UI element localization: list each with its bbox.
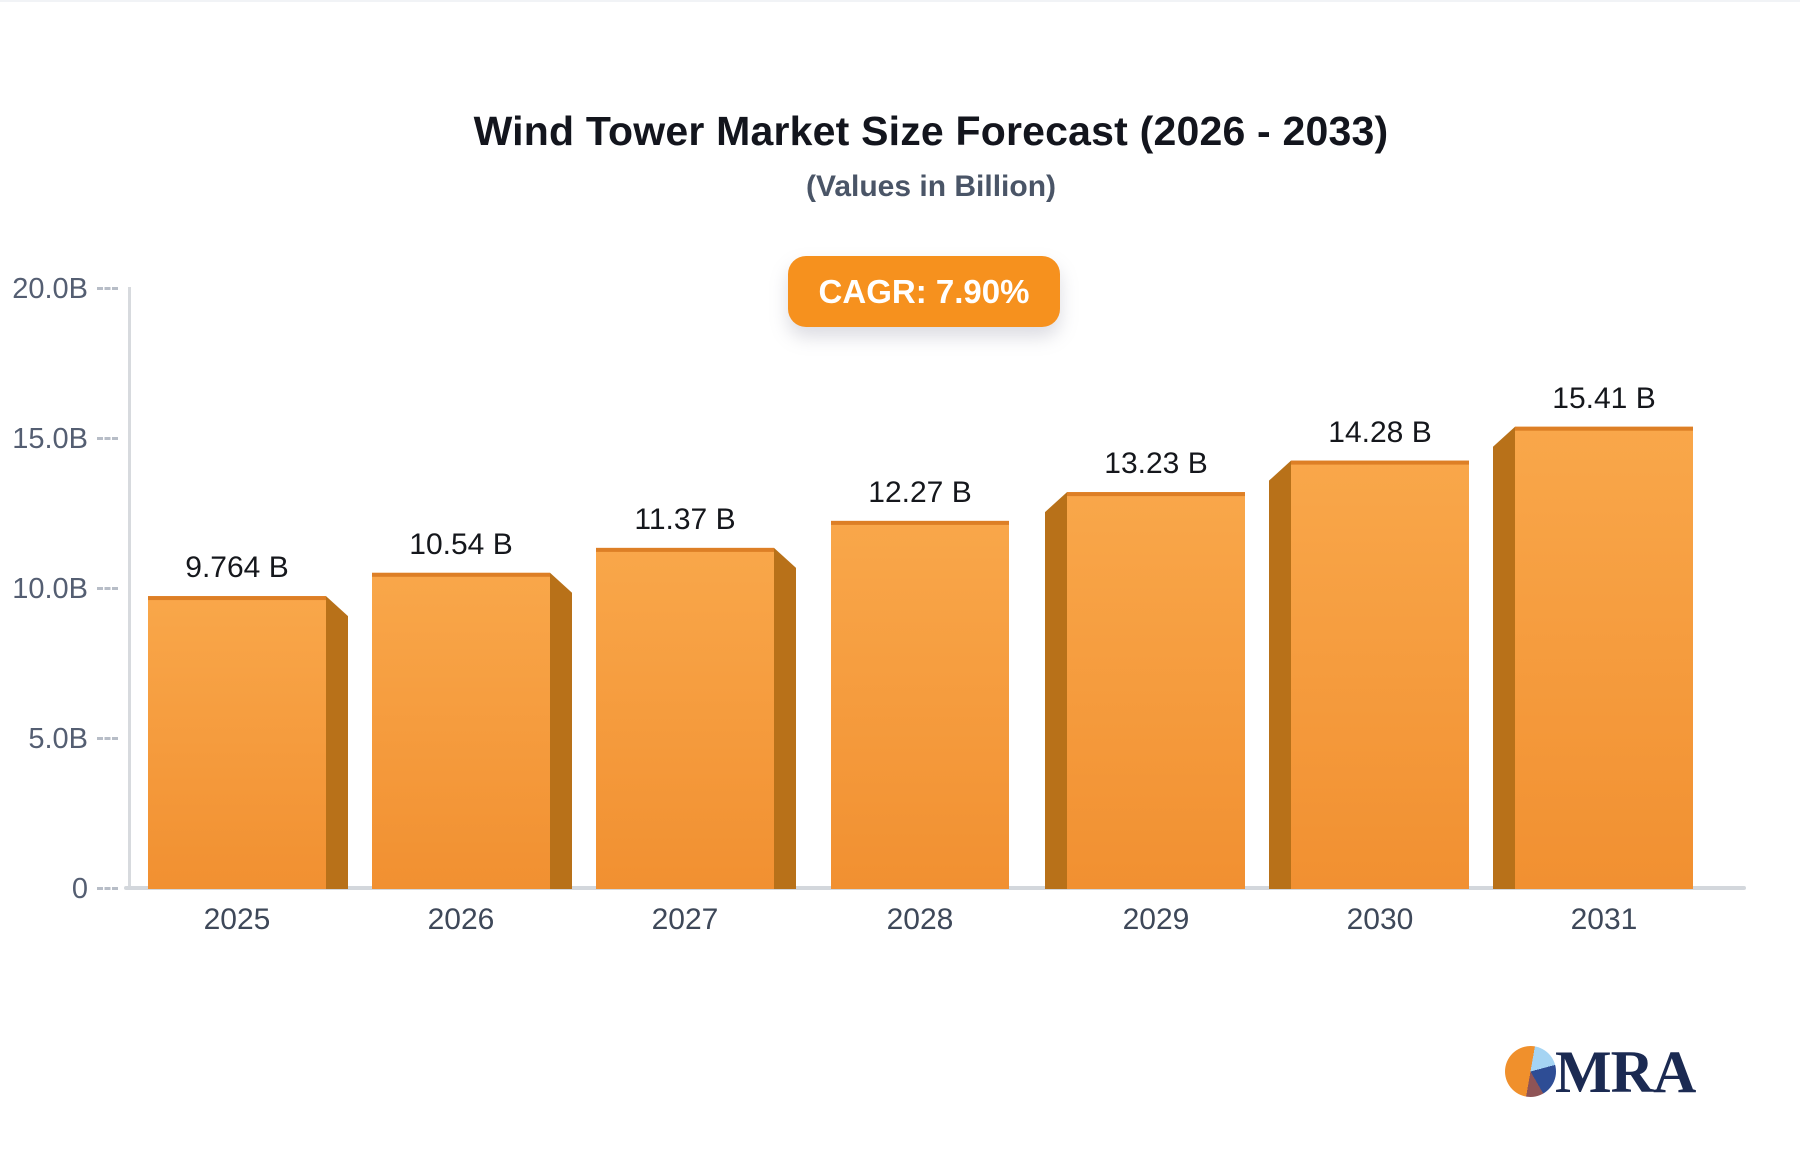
bar-side-face[interactable]	[1493, 426, 1515, 889]
bar-top-rim	[596, 547, 774, 552]
bar-value-label: 9.764 B	[185, 551, 289, 585]
bar-value-label: 14.28 B	[1328, 415, 1432, 449]
y-axis-tick-label: 20.0B	[12, 273, 88, 305]
bar-2029[interactable]	[1045, 492, 1245, 889]
bar-side-face[interactable]	[326, 596, 348, 889]
bar-side-face[interactable]	[1269, 460, 1291, 889]
y-axis-line	[128, 287, 131, 889]
y-axis-tick-mark	[97, 437, 118, 440]
y-axis-tick-mark	[97, 587, 118, 590]
x-axis-label: 2025	[203, 903, 271, 936]
mra-logo: MRA	[1505, 1032, 1765, 1112]
bar-value-label: 13.23 B	[1104, 447, 1208, 481]
y-axis-tick-label: 0	[71, 873, 88, 905]
y-axis-tick-mark	[97, 287, 118, 290]
bar-2027[interactable]	[596, 547, 796, 889]
y-axis-tick-label: 5.0B	[28, 723, 88, 755]
y-axis-tick-label: 10.0B	[12, 573, 88, 605]
y-axis-tick-mark	[97, 737, 118, 740]
bar-front-face[interactable]	[1515, 426, 1693, 889]
x-axis-label: 2031	[1570, 903, 1638, 936]
bar-top-rim	[1291, 460, 1469, 465]
bar-value-label: 15.41 B	[1552, 381, 1656, 415]
x-axis-label: 2029	[1122, 903, 1190, 936]
chart-subtitle: (Values in Billion)	[805, 170, 1057, 203]
x-axis-label: 2028	[886, 903, 954, 936]
bar-front-face[interactable]	[148, 596, 326, 889]
bar-front-face[interactable]	[1291, 460, 1469, 889]
bar-front-face[interactable]	[831, 520, 1009, 889]
cagr-badge-label: CAGR: 7.90%	[818, 272, 1030, 310]
bar-side-face[interactable]	[774, 547, 796, 889]
bar-front-face[interactable]	[372, 572, 550, 889]
bar-2028[interactable]	[831, 520, 1009, 889]
x-axis-label: 2030	[1346, 903, 1414, 936]
bar-value-label: 11.37 B	[634, 502, 736, 536]
mra-logo-text: MRA	[1555, 1039, 1696, 1105]
bar-value-label: 10.54 B	[409, 527, 513, 561]
bar-2026[interactable]	[372, 572, 572, 889]
bar-2025[interactable]	[148, 596, 348, 889]
bar-2030[interactable]	[1269, 460, 1469, 889]
chart-title: Wind Tower Market Size Forecast (2026 - …	[473, 108, 1389, 154]
x-axis-label: 2026	[427, 903, 495, 936]
bar-top-rim	[831, 520, 1009, 525]
bar-top-rim	[1515, 426, 1693, 431]
bar-front-face[interactable]	[1067, 492, 1245, 889]
y-axis-tick-label: 15.0B	[12, 423, 88, 455]
y-axis-tick-mark	[97, 887, 118, 890]
bar-front-face[interactable]	[596, 547, 774, 889]
bar-side-face[interactable]	[1045, 492, 1067, 889]
bar-side-face[interactable]	[550, 572, 572, 889]
bar-top-rim	[1067, 492, 1245, 497]
x-axis-label: 2027	[651, 903, 719, 936]
bar-top-rim	[148, 596, 326, 601]
bar-value-label: 12.27 B	[868, 475, 972, 509]
cagr-badge: CAGR: 7.90%	[788, 256, 1060, 327]
bar-top-rim	[372, 572, 550, 577]
mra-logo-pie-icon	[1505, 1046, 1556, 1097]
bar-2031[interactable]	[1493, 426, 1693, 889]
